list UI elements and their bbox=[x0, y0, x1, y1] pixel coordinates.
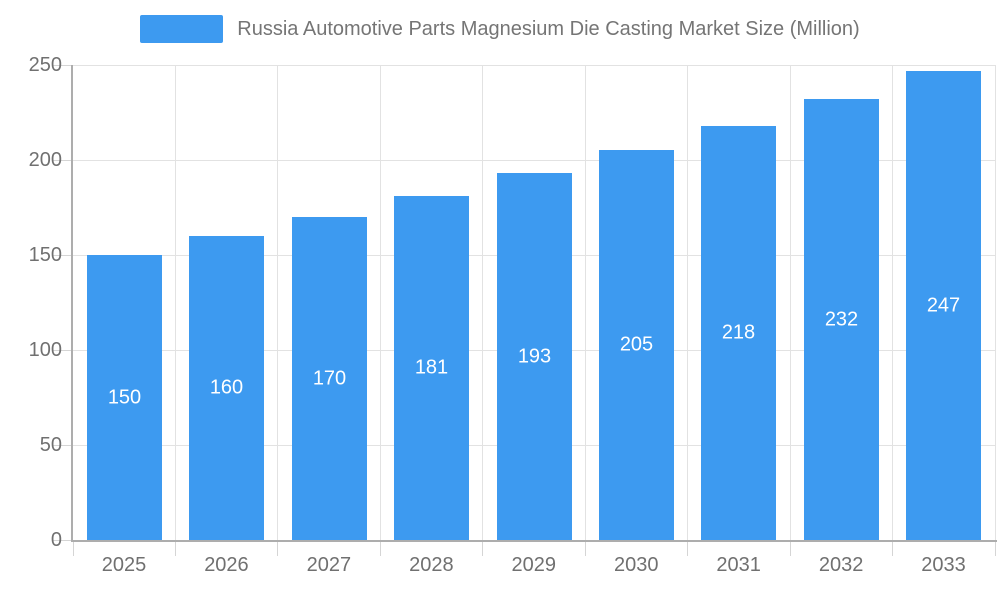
vertical-gridline bbox=[994, 65, 996, 540]
vertical-gridline bbox=[277, 65, 279, 540]
y-axis-tick bbox=[53, 539, 71, 541]
y-tick-label: 250 bbox=[28, 54, 62, 76]
x-tick-label: 2029 bbox=[511, 554, 557, 576]
y-tick-label: 200 bbox=[28, 149, 62, 171]
x-tick-label: 2025 bbox=[101, 554, 147, 576]
x-axis-tick bbox=[72, 542, 74, 556]
bar-value-label: 150 bbox=[107, 386, 142, 408]
x-axis-tick bbox=[277, 542, 279, 556]
x-tick-label: 2032 bbox=[818, 554, 864, 576]
x-axis-tick bbox=[994, 542, 996, 556]
bar-value-label: 205 bbox=[619, 333, 654, 356]
bar-2027[interactable]: 170 bbox=[292, 217, 367, 540]
y-tick-label: 150 bbox=[28, 244, 62, 266]
x-axis-tick bbox=[379, 542, 381, 556]
x-axis-tick bbox=[584, 542, 586, 556]
x-axis-tick bbox=[687, 542, 689, 556]
bar-value-label: 160 bbox=[209, 376, 244, 399]
vertical-gridline bbox=[174, 65, 176, 540]
horizontal-gridline bbox=[73, 159, 995, 161]
x-tick-label: 2031 bbox=[716, 554, 761, 576]
bar-2029[interactable]: 193 bbox=[497, 173, 572, 540]
x-tick-label: 2030 bbox=[613, 554, 659, 576]
plot-area: 150 160 170 181 193 205 218 232 247 bbox=[53, 64, 997, 556]
vertical-gridline bbox=[482, 65, 484, 540]
bar-2028[interactable]: 181 bbox=[394, 196, 469, 540]
x-axis-tick bbox=[174, 542, 176, 556]
y-axis-tick bbox=[53, 64, 71, 66]
bar-2025[interactable]: 150 bbox=[87, 255, 162, 540]
legend-swatch-icon bbox=[140, 15, 224, 43]
x-axis-line bbox=[71, 540, 997, 542]
y-axis-tick bbox=[53, 444, 71, 446]
y-axis-line bbox=[71, 65, 73, 540]
y-axis-tick bbox=[53, 159, 71, 161]
bar-2032[interactable]: 232 bbox=[804, 99, 879, 540]
y-tick-label: 50 bbox=[39, 434, 62, 456]
bar-value-label: 247 bbox=[926, 294, 961, 316]
y-tick-label: 0 bbox=[50, 529, 62, 551]
x-axis-tick bbox=[892, 542, 894, 556]
vertical-gridline bbox=[687, 65, 689, 540]
bar-2031[interactable]: 218 bbox=[701, 126, 776, 540]
bar-value-label: 170 bbox=[312, 367, 347, 389]
bar-2033[interactable]: 247 bbox=[906, 71, 981, 540]
bar-2026[interactable]: 160 bbox=[189, 236, 264, 540]
chart-legend[interactable]: Russia Automotive Parts Magnesium Die Ca… bbox=[0, 15, 1000, 43]
vertical-gridline bbox=[584, 65, 586, 540]
x-tick-label: 2028 bbox=[409, 554, 454, 576]
y-axis-tick bbox=[53, 349, 71, 351]
x-axis-tick bbox=[789, 542, 791, 556]
legend-label: Russia Automotive Parts Magnesium Die Ca… bbox=[237, 17, 860, 40]
bar-2030[interactable]: 205 bbox=[599, 150, 674, 540]
x-tick-label: 2026 bbox=[204, 554, 249, 576]
vertical-gridline bbox=[789, 65, 791, 540]
horizontal-gridline bbox=[73, 64, 995, 66]
bar-value-label: 193 bbox=[517, 345, 552, 367]
x-tick-label: 2033 bbox=[921, 554, 966, 576]
bar-value-label: 181 bbox=[414, 356, 449, 379]
bar-value-label: 218 bbox=[721, 321, 756, 344]
bar-value-label: 232 bbox=[824, 308, 859, 330]
x-tick-label: 2027 bbox=[306, 554, 352, 576]
y-tick-label: 100 bbox=[28, 339, 62, 361]
y-axis-tick bbox=[53, 254, 71, 256]
vertical-gridline bbox=[379, 65, 381, 540]
x-axis-tick bbox=[482, 542, 484, 556]
vertical-gridline bbox=[892, 65, 894, 540]
